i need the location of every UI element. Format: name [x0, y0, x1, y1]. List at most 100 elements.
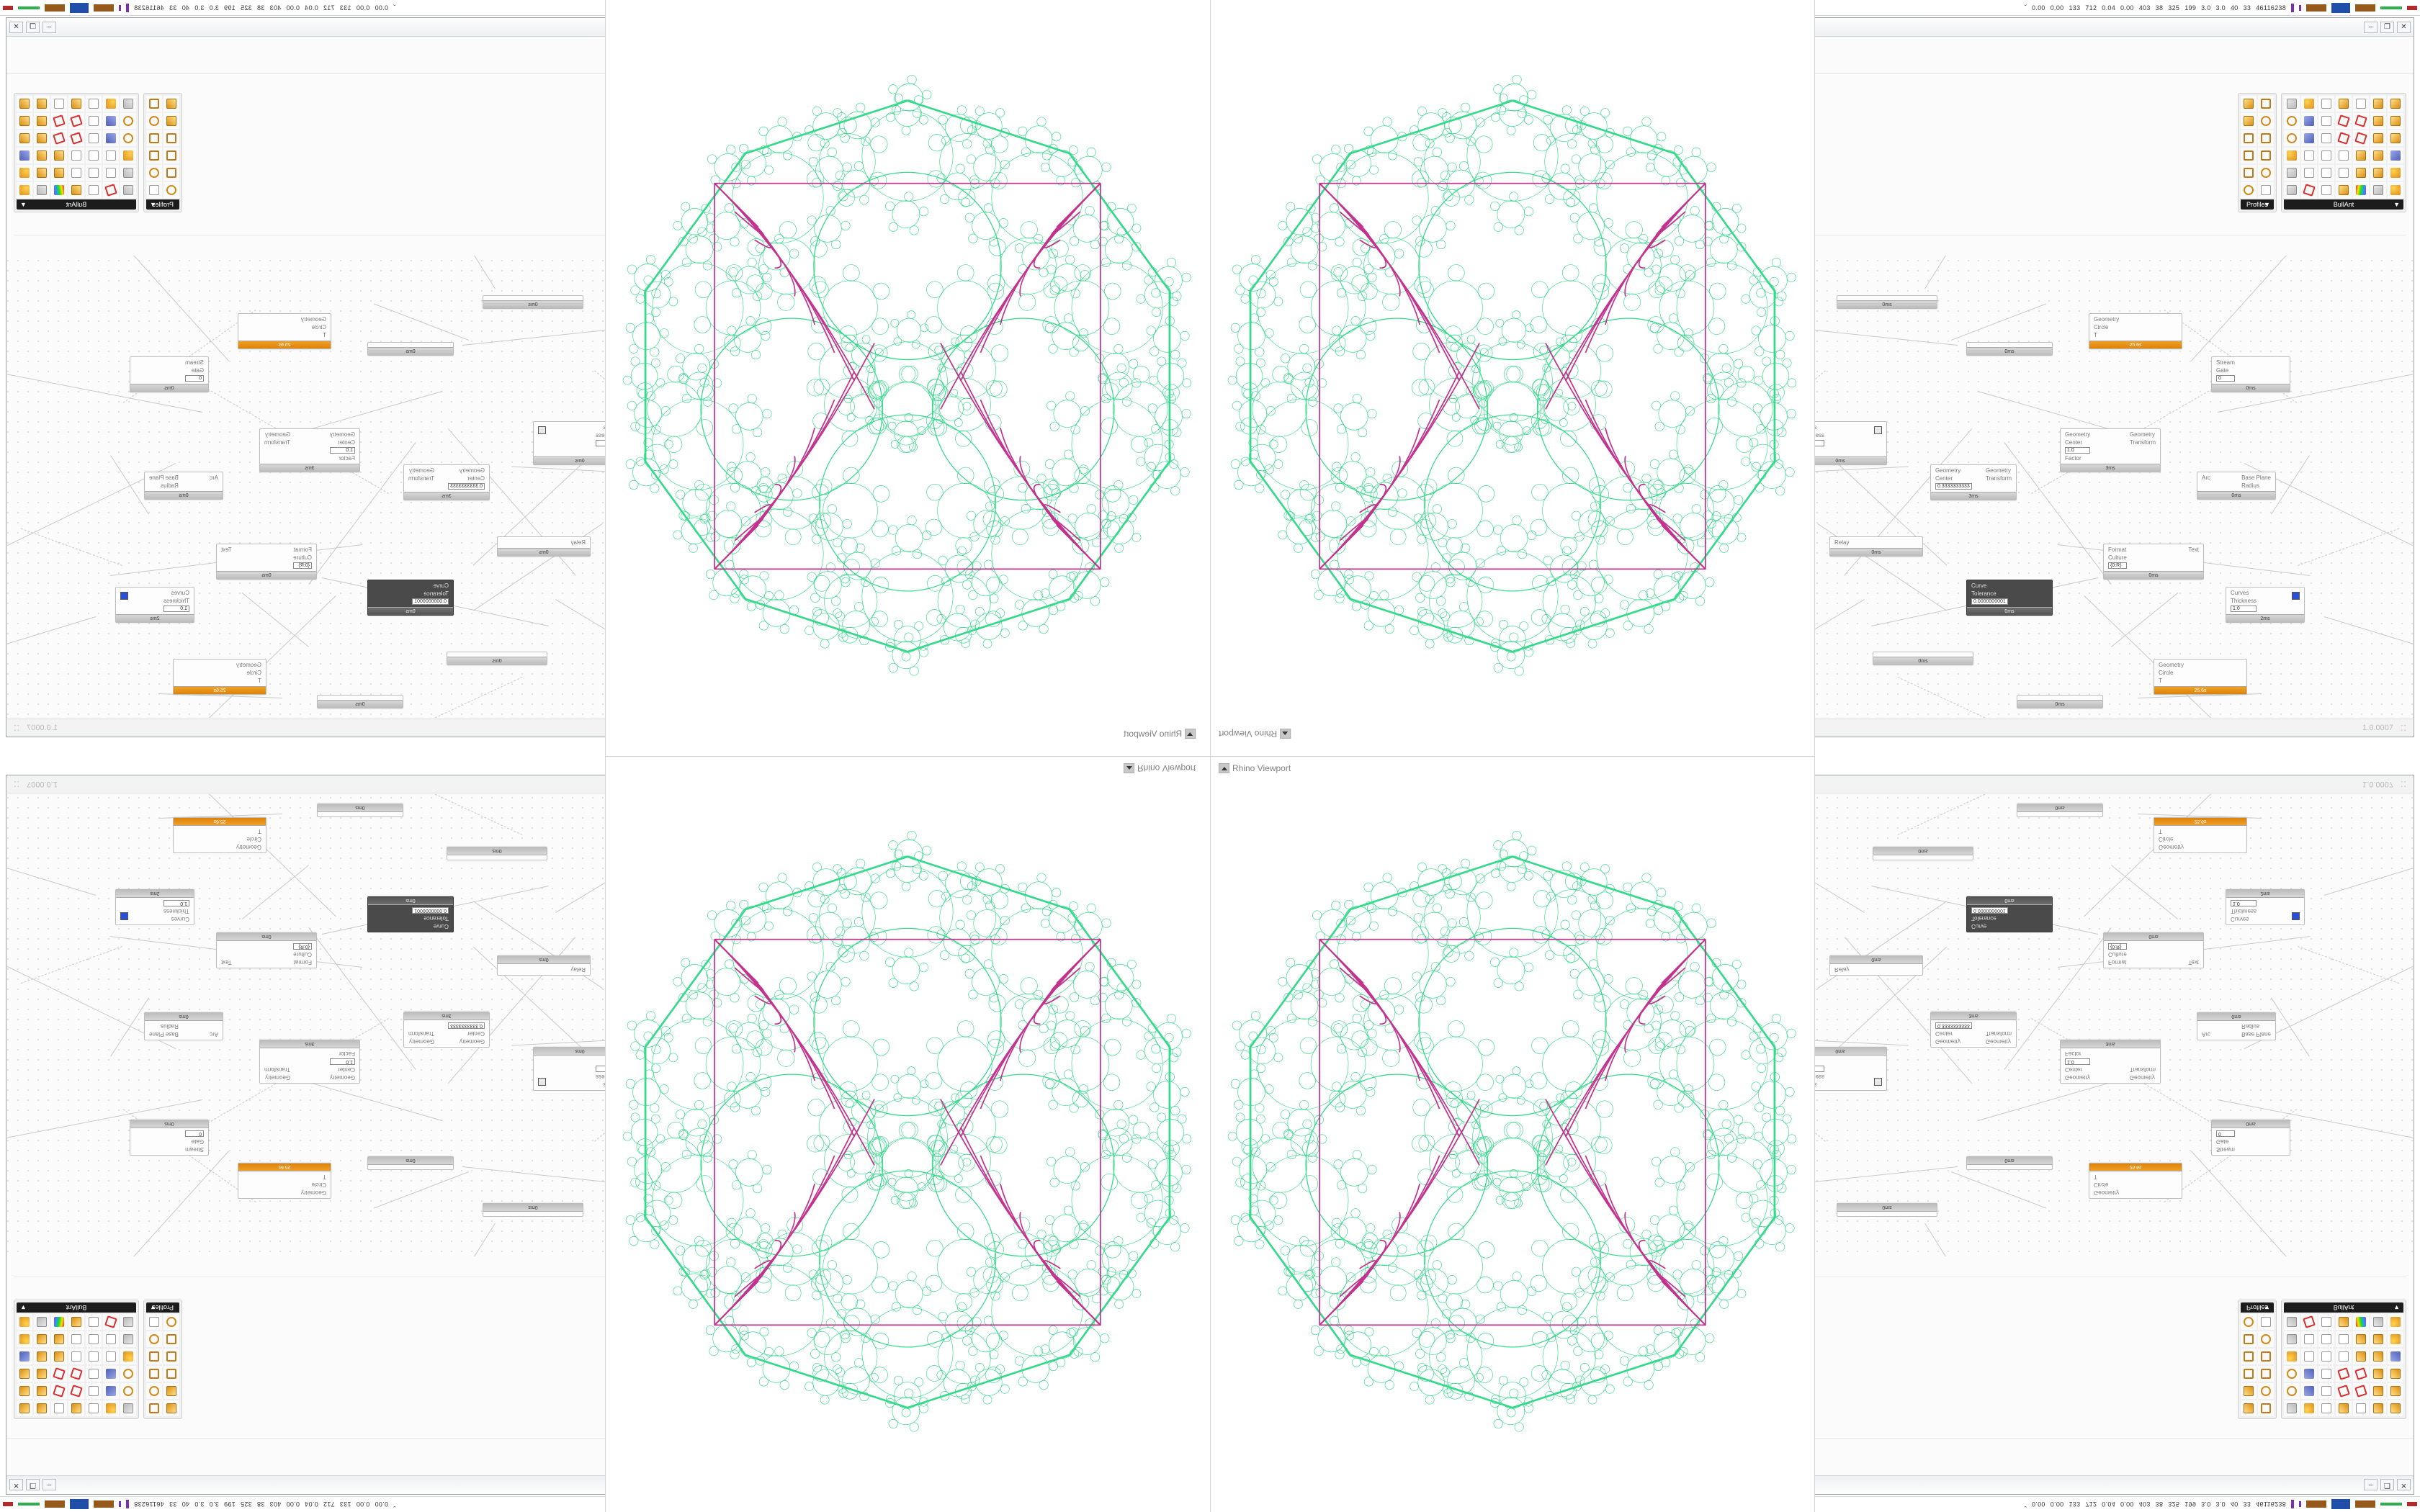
palette-item[interactable]: [2301, 182, 2317, 198]
palette-item[interactable]: [86, 113, 102, 129]
component-value[interactable]: 0: [2216, 375, 2235, 382]
component-value[interactable]: 1.0: [1597, 850, 1623, 856]
palette-item[interactable]: [2241, 130, 2257, 146]
component-value[interactable]: 0.3333333333: [931, 814, 967, 820]
menu-bar[interactable]: File Edit View Display Solution Help Pan…: [1216, 1459, 2414, 1475]
gh-component[interactable]: Stream Gate 0 0ms: [1693, 565, 1772, 601]
gh-component[interactable]: Geometry Center 1.0 Factor Geometry Transform…: [2060, 1040, 2161, 1084]
tray-chevron-icon[interactable]: ˇ: [2024, 1500, 2027, 1508]
gh-component[interactable]: Geometry Center 0.3333333333 Geometry Transf…: [1448, 673, 1534, 709]
gh-component[interactable]: Curves Thickness 1.0 2ms: [115, 587, 194, 623]
tray-chevron-icon[interactable]: ˇ: [393, 4, 396, 12]
menu-item-edit[interactable]: Edit: [1260, 40, 1275, 49]
gh-component[interactable]: Curves Thickness 1.0 Color 0ms: [980, 277, 1059, 321]
intersect-icon[interactable]: ✄: [1357, 56, 1367, 70]
palette-item[interactable]: [2388, 113, 2403, 129]
mask-icon[interactable]: ☺: [856, 1442, 868, 1456]
palette-item[interactable]: [2241, 165, 2257, 181]
component-value[interactable]: 1.0: [1027, 296, 1054, 302]
tree-icon[interactable]: ☘: [1468, 1442, 1478, 1456]
palette-item[interactable]: [2241, 113, 2257, 129]
palette-item[interactable]: [2301, 130, 2317, 146]
component-value[interactable]: 0: [185, 375, 204, 382]
palette-item[interactable]: [68, 1400, 84, 1416]
palette-item[interactable]: [2353, 1314, 2369, 1330]
gh-component[interactable]: Format Culture {0:R} Text 0ms: [216, 932, 317, 968]
component-value[interactable]: 0.0000000001: [981, 1051, 1018, 1058]
dot-orange-icon[interactable]: [812, 56, 823, 70]
component-value[interactable]: 0: [1698, 922, 1716, 928]
palette-item[interactable]: [2388, 1383, 2403, 1399]
display-icon[interactable]: ◉: [1016, 1442, 1026, 1456]
component-value[interactable]: 0.0000000001: [1971, 907, 2008, 914]
palette-item[interactable]: [103, 182, 119, 198]
gh-component[interactable]: Curves Thickness 1.0 Color 0ms: [533, 421, 627, 465]
gh-component[interactable]: Relay 0ms: [1052, 1078, 1160, 1098]
component-value[interactable]: 0.3333333333: [1482, 325, 1518, 331]
component-ribbon[interactable]: ⬟ Σ Υ ╱ ↺ ◖ ◢ ✄ ʃ ◉ A ☘ A B ⛰: [6, 53, 1204, 74]
palette-item[interactable]: [2370, 148, 2386, 163]
gh-component[interactable]: Geometry Center 1.0 Factor Geometry Transform…: [735, 831, 828, 875]
palette-item[interactable]: [163, 130, 179, 146]
palette-item[interactable]: [2336, 96, 2352, 112]
chevron-down-icon[interactable]: [1075, 1287, 1081, 1291]
mask-icon[interactable]: ☺: [856, 56, 868, 70]
gh-component[interactable]: Geometry Center 0.3333333333 Geometry Transf…: [1930, 1012, 2017, 1048]
rhino-toolbar[interactable]: 75%: [1224, 214, 2406, 235]
curve-icon[interactable]: ↺: [1109, 56, 1119, 70]
menu-item-edit[interactable]: Edit: [1145, 1463, 1160, 1472]
palette-expand-icon-2[interactable]: ▼: [2393, 201, 2400, 208]
gh-component[interactable]: Geometry Circle T 25.6s: [2089, 1163, 2182, 1199]
gh-component[interactable]: Relay 0ms: [1260, 1078, 1368, 1098]
palette-item[interactable]: [2388, 1314, 2403, 1330]
palette-item[interactable]: [2301, 1314, 2317, 1330]
palette-item[interactable]: [51, 96, 67, 112]
color-swatch[interactable]: [1392, 855, 1399, 863]
palette-item[interactable]: [86, 96, 102, 112]
menu-item-view[interactable]: View: [1109, 1463, 1127, 1472]
gh-component[interactable]: Geometry Circle T 25.6s: [2154, 659, 2247, 695]
gh-component[interactable]: 0ms: [317, 804, 403, 817]
palette-item[interactable]: [146, 1349, 162, 1364]
gh-component[interactable]: Format Culture {0:R} Text 0ms: [216, 544, 317, 580]
palette-item[interactable]: [2318, 1383, 2334, 1399]
tab-letter-d1[interactable]: D: [765, 57, 774, 69]
gh-component[interactable]: Arc Base Plane Radius 0ms: [627, 1164, 706, 1192]
gh-component[interactable]: Curves Thickness 1.0 Color 0ms: [1304, 644, 1404, 688]
mesh-icon[interactable]: ◢: [1072, 1442, 1081, 1456]
palette-item[interactable]: [146, 182, 162, 198]
gh-component[interactable]: Stream Gate 0 0ms: [648, 565, 727, 601]
menu-item-pancake[interactable]: Pancake: [1456, 40, 1487, 49]
gh-component[interactable]: 0ms: [2017, 695, 2103, 708]
tab-letter-c2[interactable]: C: [1612, 1443, 1621, 1455]
tab-letter-c1[interactable]: C: [1584, 1443, 1592, 1455]
palette-item[interactable]: [68, 1314, 84, 1330]
palette-item[interactable]: [103, 130, 119, 146]
gh-component[interactable]: Geometry Circle T 25.6s: [2154, 817, 2247, 853]
palette-item[interactable]: [2318, 1349, 2334, 1364]
palette-item[interactable]: [86, 130, 102, 146]
component-value[interactable]: 1.0: [1669, 462, 1695, 468]
tab-letter-a1[interactable]: A: [1438, 57, 1447, 69]
intersect-icon[interactable]: ✄: [1053, 1442, 1063, 1456]
tab-letter-a1[interactable]: A: [1438, 1443, 1447, 1455]
component-value[interactable]: 0.3333333333: [448, 483, 485, 490]
component-ribbon[interactable]: ⬟ Σ Υ ╱ ↺ ◖ ◢ ✄ ʃ ◉ A ☘ A B ⛰: [1216, 53, 2414, 74]
grid-icon[interactable]: [1568, 57, 1579, 69]
component-value[interactable]: {0:R}: [869, 418, 888, 425]
palette-item[interactable]: [103, 96, 119, 112]
palette-item[interactable]: [2241, 182, 2257, 198]
palette-item[interactable]: [103, 1400, 119, 1416]
params-icon[interactable]: ⬟: [1226, 1442, 1236, 1456]
palette-item[interactable]: [2241, 1383, 2257, 1399]
menu-bar[interactable]: File Edit View Display Solution Help Pan…: [6, 37, 1204, 53]
palette-item[interactable]: [2301, 113, 2317, 129]
tab-letter-a2[interactable]: A: [1486, 1443, 1494, 1455]
palette-item[interactable]: [2388, 148, 2403, 163]
tab-letter-a2[interactable]: A: [926, 57, 934, 69]
gh-component[interactable]: 0ms: [447, 847, 547, 860]
palette-item[interactable]: [17, 130, 32, 146]
maximize-button[interactable]: ❐: [26, 21, 40, 33]
gh-component[interactable]: 0ms: [1837, 1203, 1937, 1217]
menu-item-display[interactable]: Display: [1065, 40, 1091, 49]
